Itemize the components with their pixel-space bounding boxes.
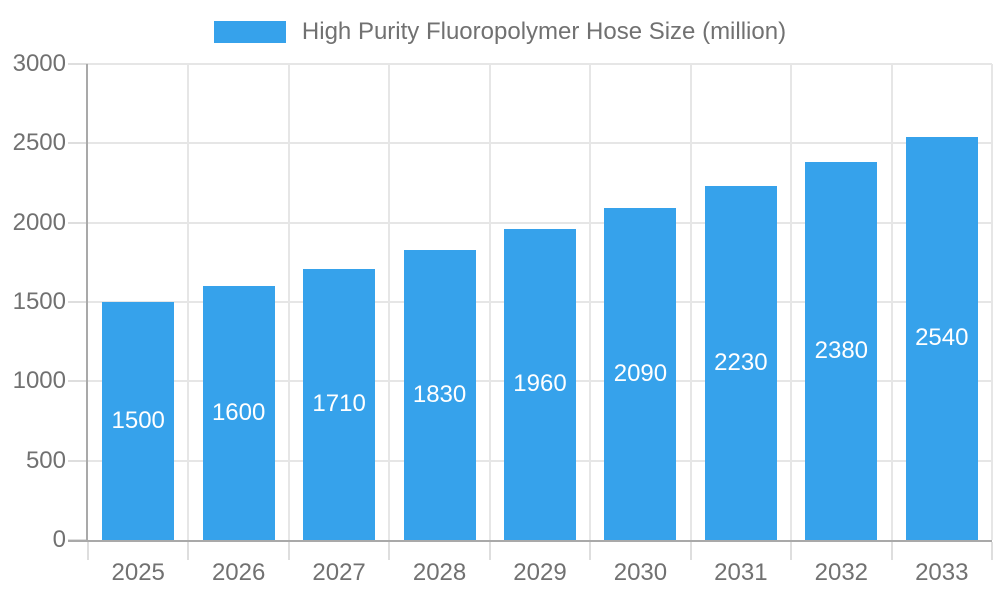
legend-swatch[interactable] [213,21,286,43]
y-tick-mark [68,221,88,224]
bar-value-label: 2230 [714,349,768,377]
x-axis-tick-label: 2031 [714,559,768,586]
gridline-v [388,64,391,540]
bar-2030[interactable]: 2090 [604,208,677,540]
x-tick-mark [589,542,592,560]
y-tick-mark [68,142,88,145]
gridline-h [88,63,992,65]
x-axis-line [68,540,992,542]
y-tick-mark [68,459,88,462]
x-axis-tick-label: 2026 [211,559,266,586]
gridline-v [890,64,893,540]
y-axis-tick-label: 2000 [12,208,66,236]
bar-2031[interactable]: 2230 [704,186,777,540]
y-tick-mark [68,380,88,383]
gridline-v [589,64,592,540]
bar-value-label: 1960 [513,370,567,398]
x-axis-tick-label: 2027 [312,559,366,586]
gridline-v [287,64,290,540]
bar-2033[interactable]: 2540 [905,136,978,540]
y-axis-tick-label: 500 [25,446,66,474]
x-axis-tick-label: 2033 [915,559,969,586]
x-axis-tick-label: 2025 [111,559,165,586]
y-axis-tick-label: 1000 [12,367,66,395]
y-axis-line [86,64,88,542]
x-tick-mark [890,542,893,560]
x-tick-mark [991,542,993,560]
bar-value-label: 2540 [915,324,969,352]
y-axis-tick-label: 3000 [12,50,66,77]
y-tick-mark [68,539,88,541]
bar-2032[interactable]: 2380 [805,162,878,540]
x-tick-mark [287,542,290,560]
bar-2027[interactable]: 1710 [303,268,376,540]
y-tick-mark [68,63,88,65]
x-tick-mark [87,542,89,560]
y-axis-tick-label: 0 [52,526,66,553]
bar-value-label: 1600 [211,399,266,427]
gridline-v [991,64,993,540]
y-axis-tick-label: 2500 [12,129,66,157]
legend[interactable]: High Purity Fluoropolymer Hose Size (mil… [0,19,1000,45]
gridline-v [689,64,692,540]
x-axis-tick-label: 2029 [513,559,567,586]
gridline-v [488,64,491,540]
legend-label: High Purity Fluoropolymer Hose Size (mil… [301,18,787,45]
gridline-h [88,142,992,145]
bar-value-label: 1830 [412,380,467,408]
bar-value-label: 1500 [111,407,165,434]
x-axis-tick-label: 2030 [613,559,668,586]
bar-2025[interactable]: 1500 [102,302,175,540]
x-axis-tick-label: 2028 [412,559,467,586]
x-tick-mark [187,542,190,560]
bar-2029[interactable]: 1960 [504,229,576,540]
bar-2028[interactable]: 1830 [403,249,476,540]
x-tick-mark [388,542,391,560]
x-tick-mark [790,542,793,560]
bar-value-label: 2380 [814,337,869,365]
y-axis-tick-label: 1500 [12,288,66,315]
bar-value-label: 1710 [312,390,366,418]
bar-2026[interactable]: 1600 [202,286,275,540]
y-tick-mark [68,301,88,303]
x-axis-tick-label: 2032 [814,559,869,586]
gridline-v [790,64,793,540]
x-tick-mark [689,542,692,560]
bar-value-label: 2090 [613,360,668,388]
gridline-v [187,64,190,540]
x-tick-mark [488,542,491,560]
